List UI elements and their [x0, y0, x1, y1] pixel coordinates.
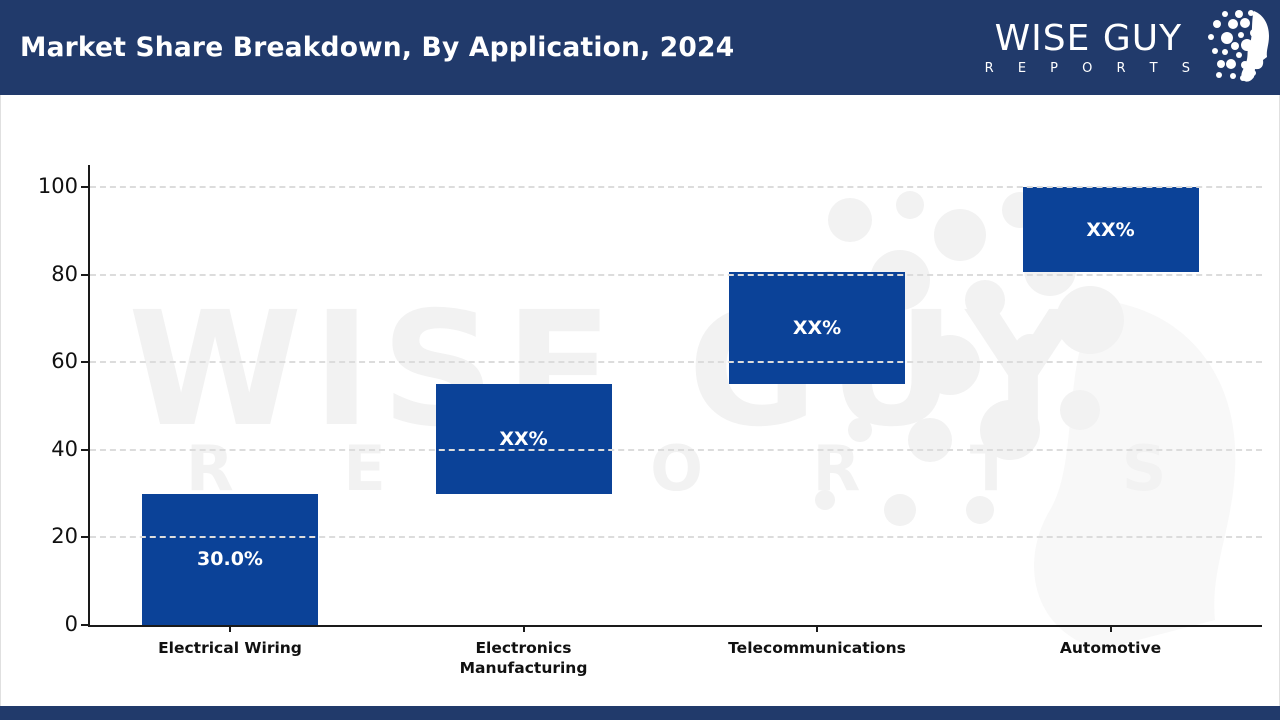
header-band: Market Share Breakdown, By Application, … — [0, 0, 1280, 95]
y-tick-mark-80 — [81, 273, 88, 276]
gridline-y80 — [90, 273, 1262, 276]
bar-value-label-electrical-wiring: 30.0% — [197, 548, 263, 571]
bar-value-label-automotive: XX% — [1086, 218, 1135, 241]
chart-title: Market Share Breakdown, By Application, … — [20, 32, 735, 63]
left-border — [0, 95, 1, 706]
x-axis-line — [88, 625, 1262, 627]
y-tick-label-60: 60 — [51, 349, 78, 374]
y-tick-label-0: 0 — [64, 612, 78, 636]
bar-automotive: XX% — [1022, 187, 1199, 273]
brand-logo: WISE GUY R E P O R T S — [977, 5, 1270, 90]
x-category-label-electronics-manufacturing: Electronics Manufacturing — [459, 639, 588, 677]
gridline-y100 — [90, 186, 1262, 188]
logo-subtext: R E P O R T S — [984, 60, 1200, 76]
brand-logo-text: WISE GUY R E P O R T S — [977, 17, 1200, 76]
y-axis-line — [88, 165, 90, 627]
gridline-y20 — [90, 536, 1262, 539]
y-tick-label-80: 80 — [51, 261, 78, 286]
x-category-label-telecommunications: Telecommunications — [728, 639, 906, 657]
y-tick-mark-100 — [81, 186, 88, 188]
bar-electrical-wiring: 30.0% — [142, 493, 318, 625]
x-tick-mark-telecommunications — [816, 625, 818, 632]
x-tick-mark-automotive — [1109, 625, 1112, 632]
y-tick-mark-60 — [81, 361, 88, 364]
x-category-label-automotive: Automotive — [1059, 639, 1162, 657]
logo-wordmark: WISE GUY — [994, 17, 1183, 59]
x-category-label-electrical-wiring: Electrical Wiring — [158, 639, 302, 657]
y-tick-label-20: 20 — [51, 524, 78, 549]
bar-telecommunications: XX% — [729, 272, 905, 385]
watermark-head-dots — [800, 191, 1236, 650]
bar-electronics-manufacturing: XX% — [435, 384, 612, 494]
x-tick-mark-electronics-manufacturing — [522, 625, 525, 632]
y-tick-label-40: 40 — [51, 436, 78, 461]
bar-value-label-telecommunications: XX% — [792, 317, 842, 340]
y-tick-mark-20 — [81, 536, 88, 539]
gridline-y60 — [90, 361, 1262, 364]
x-tick-mark-electrical-wiring — [229, 625, 231, 632]
bar-value-label-electronics-manufacturing: XX% — [499, 427, 548, 450]
y-tick-label-100: 100 — [37, 174, 78, 198]
y-tick-mark-40 — [81, 448, 88, 451]
logo-head-icon — [1208, 9, 1269, 82]
gridline-y40 — [90, 448, 1262, 451]
y-tick-mark-0 — [81, 624, 88, 626]
footer-band — [0, 706, 1280, 720]
